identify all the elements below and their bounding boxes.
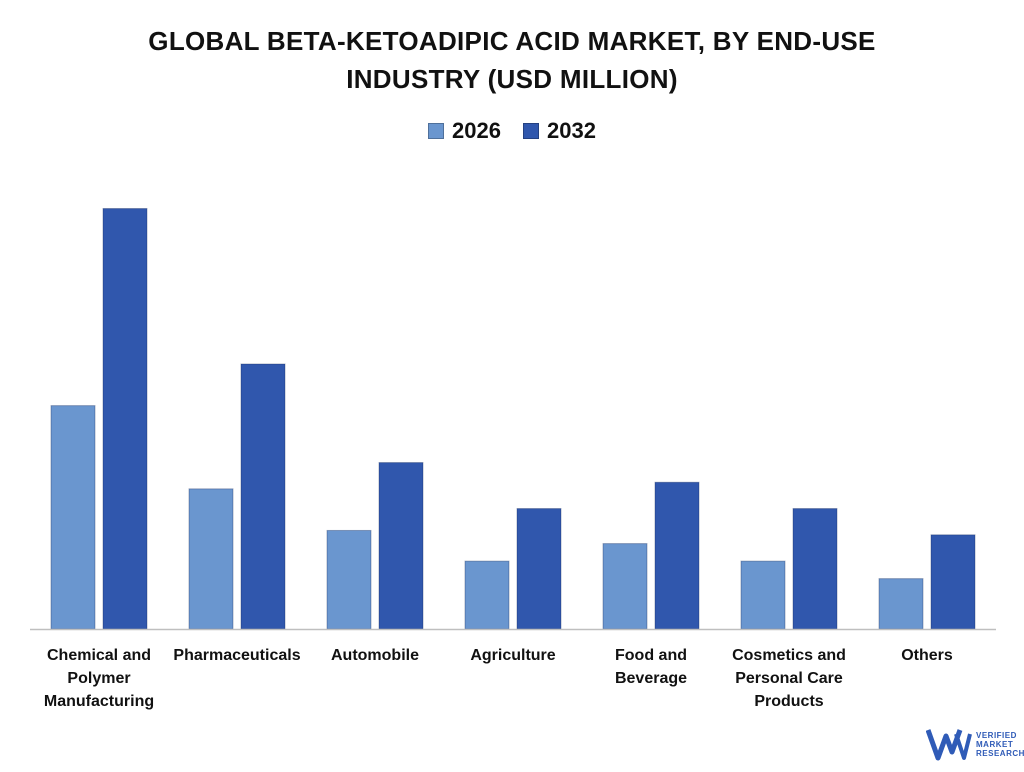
verified-market-research-logo: VERIFIED MARKET RESEARCH [926,724,1024,764]
legend-item-2026: 2026 [428,118,501,144]
category-label-0: Chemical and Polymer Manufacturing [44,647,154,710]
chart-title: GLOBAL BETA-KETOADIPIC ACID MARKET, BY E… [148,26,876,94]
category-label-4: Food and Beverage [615,647,687,687]
legend: 2026 2032 [0,118,1024,144]
vmr-logo-line-2: MARKET [976,739,1014,749]
category-label-2: Automobile [331,647,419,664]
category-label-5: Cosmetics and Personal Care Products [732,647,846,710]
legend-label-2032: 2032 [547,118,596,143]
bar-2032-4 [654,481,700,630]
legend-swatch-2032 [523,123,539,139]
bar-2032-0 [102,208,148,630]
bar-2026-3 [464,560,510,630]
legend-label-2026: 2026 [452,118,501,143]
bar-2026-6 [878,578,924,630]
bar-2026-1 [188,488,234,630]
legend-swatch-2026 [428,123,445,139]
category-label-6: Others [901,647,953,664]
bar-2026-5 [740,560,786,630]
vmr-logo-text: VERIFIED MARKET RESEARCH [976,731,1024,758]
vmr-logo-icon [926,729,972,761]
bar-2026-0 [50,405,96,630]
category-label-3: Agriculture [470,647,555,664]
bar-2026-4 [602,543,648,630]
vmr-logo-line-3: RESEARCH [976,748,1024,758]
bar-2032-5 [792,508,838,630]
bar-2032-3 [516,508,562,630]
bar-2026-2 [326,529,372,630]
category-label-1: Pharmaceuticals [173,647,300,664]
vmr-logo-line-1: VERIFIED [976,730,1017,740]
bar-2032-6 [930,534,976,630]
bar-2032-1 [240,363,286,630]
bar-2032-2 [378,462,424,630]
legend-item-2032: 2032 [523,118,596,144]
